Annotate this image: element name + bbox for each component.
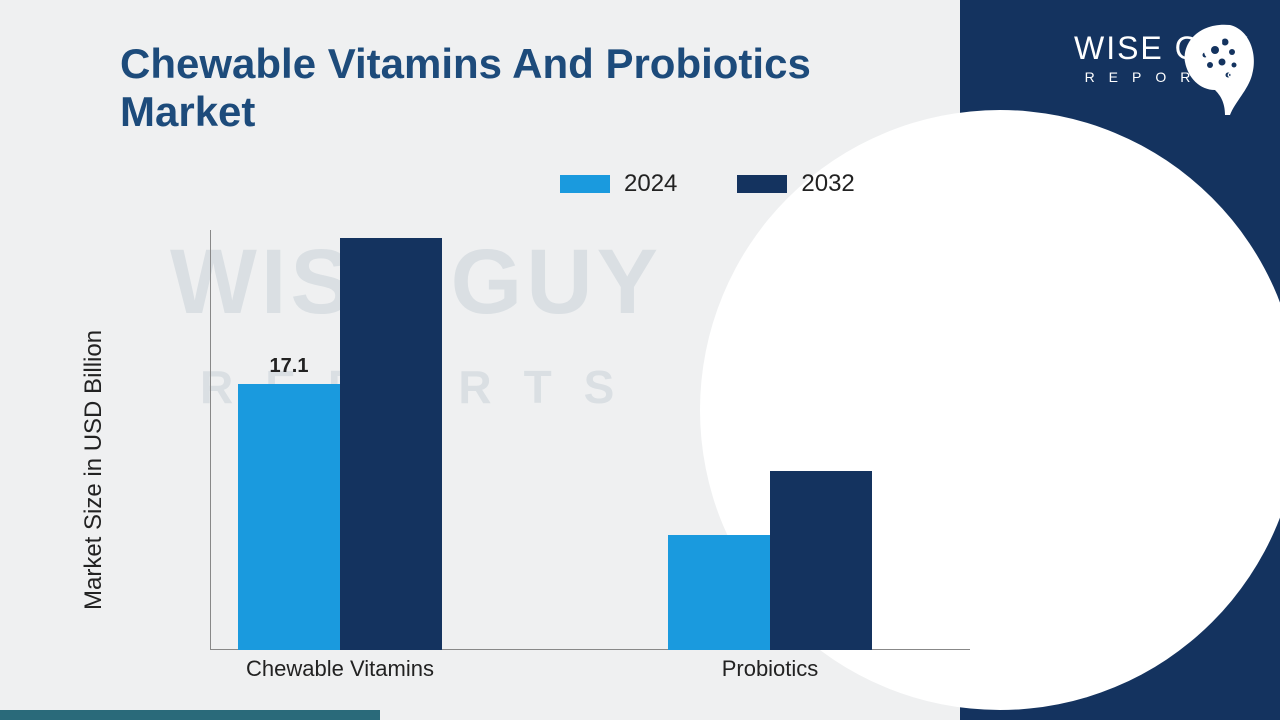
legend-label: 2032: [801, 170, 854, 198]
chart-title: Chewable Vitamins And Probiotics Market: [120, 40, 860, 137]
bar: [770, 471, 872, 650]
legend: 2024 2032: [560, 170, 855, 198]
legend-swatch: [737, 175, 787, 193]
bottom-accent-bar: [0, 710, 380, 720]
legend-item: 2024: [560, 170, 677, 198]
logo-text: WISE GUY REPORTS: [1074, 30, 1250, 85]
y-axis-line: [210, 230, 211, 650]
x-axis-category-label: Probiotics: [660, 656, 880, 682]
bar-value-label: 17.1: [218, 355, 360, 378]
legend-label: 2024: [624, 170, 677, 198]
bar: [668, 535, 770, 650]
x-axis-category-label: Chewable Vitamins: [230, 656, 450, 682]
legend-item: 2032: [737, 170, 854, 198]
logo-line1: WISE GUY: [1074, 30, 1250, 67]
plot-area: 17.1: [210, 230, 970, 650]
legend-swatch: [560, 175, 610, 193]
logo-line2: REPORTS: [1074, 69, 1250, 85]
y-axis-label: Market Size in USD Billion: [80, 330, 108, 610]
bar: [238, 384, 340, 650]
bar: [340, 238, 442, 650]
